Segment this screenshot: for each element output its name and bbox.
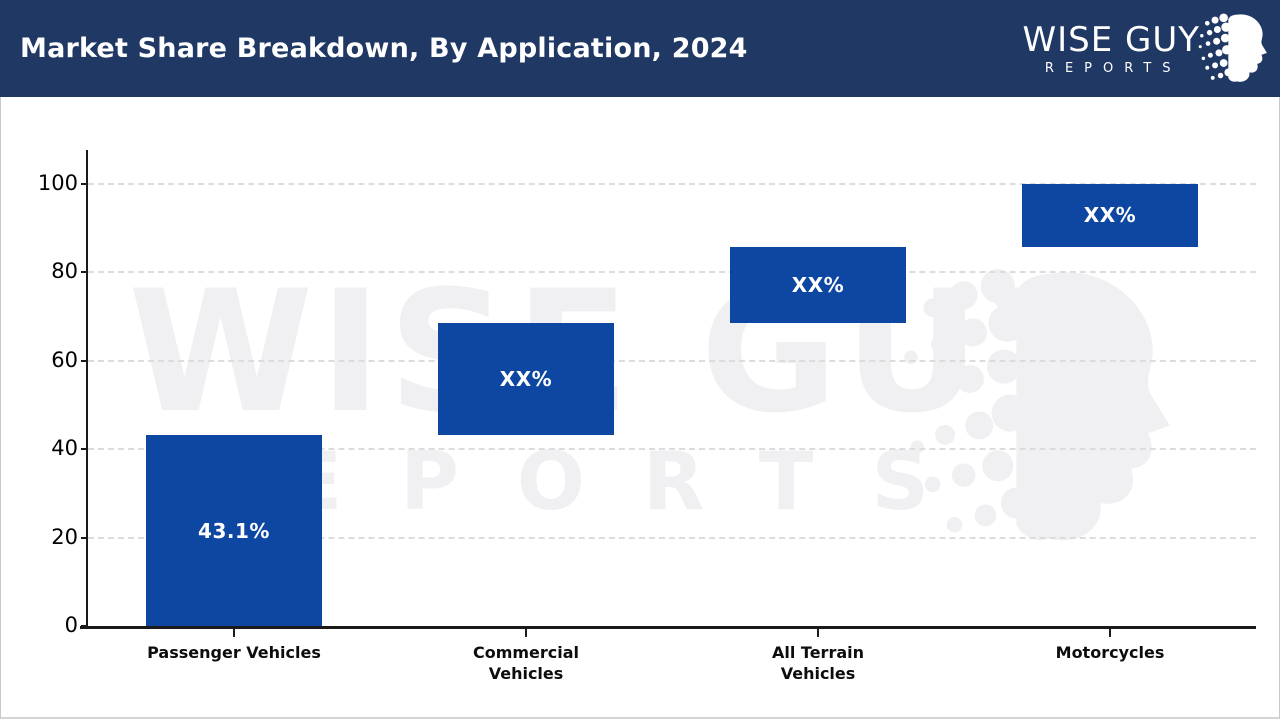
grid-line bbox=[88, 359, 1256, 362]
logo-head-icon bbox=[1198, 13, 1267, 82]
bar-value-label: XX% bbox=[791, 272, 845, 297]
x-category-label-line: Vehicles bbox=[488, 663, 564, 683]
y-axis-tick bbox=[81, 183, 88, 185]
grid-line bbox=[88, 536, 1256, 539]
x-category-label: Passenger Vehicles bbox=[104, 643, 364, 664]
x-category-label: Commercial Vehicles bbox=[396, 643, 656, 685]
x-axis-tick bbox=[1109, 629, 1111, 637]
bar-segment: XX% bbox=[438, 322, 614, 436]
bar-value-label: 43.1% bbox=[198, 518, 270, 543]
x-axis-tick bbox=[525, 629, 527, 637]
bar-segment: XX% bbox=[730, 246, 906, 323]
y-tick-label: 100 bbox=[37, 171, 78, 195]
x-category-label-line: Commercial bbox=[472, 643, 580, 662]
bar-segment: 43.1% bbox=[146, 435, 322, 626]
x-category-label-line: Motorcycles bbox=[1055, 643, 1165, 662]
x-category-label-line: Passenger Vehicles bbox=[147, 643, 321, 662]
x-category-label: Motorcycles bbox=[980, 643, 1240, 664]
x-axis-line bbox=[80, 626, 1256, 629]
y-tick-label: 60 bbox=[51, 347, 78, 372]
grid-line bbox=[88, 183, 1256, 185]
logo-wordmark: WISE GUY bbox=[1022, 19, 1200, 60]
y-tick-label: 80 bbox=[51, 259, 78, 284]
y-tick-label: 40 bbox=[51, 436, 78, 461]
bar-value-label: XX% bbox=[1083, 203, 1137, 228]
y-axis-tick bbox=[81, 536, 88, 539]
page-title: Market Share Breakdown, By Application, … bbox=[20, 33, 748, 64]
y-axis-tick bbox=[81, 359, 88, 362]
y-tick-label: 20 bbox=[51, 524, 78, 549]
y-tick-label: 0 bbox=[64, 613, 78, 637]
x-category-label-line: Vehicles bbox=[780, 663, 856, 683]
grid-line bbox=[88, 448, 1256, 451]
y-axis-line bbox=[86, 150, 88, 629]
wise-guy-logo: WISE GUY REPORTS bbox=[1022, 8, 1280, 90]
x-axis-tick bbox=[817, 629, 819, 637]
chart-plot-area: 0 20 40 60 80 100 43.1% Passenger Vehicles XX% Co… bbox=[0, 97, 1280, 720]
logo-text: WISE GUY REPORTS bbox=[1022, 23, 1200, 75]
logo-subtitle: REPORTS bbox=[1044, 60, 1182, 76]
y-axis-tick bbox=[81, 271, 88, 274]
bar-value-label: XX% bbox=[499, 367, 553, 392]
header-bar: Market Share Breakdown, By Application, … bbox=[0, 0, 1280, 97]
bar-segment: XX% bbox=[1022, 184, 1198, 247]
grid-line bbox=[88, 271, 1256, 274]
y-axis-tick bbox=[81, 448, 88, 451]
x-category-label-line: All Terrain bbox=[771, 643, 864, 662]
x-category-label: All Terrain Vehicles bbox=[688, 643, 948, 685]
x-axis-tick bbox=[233, 629, 235, 637]
